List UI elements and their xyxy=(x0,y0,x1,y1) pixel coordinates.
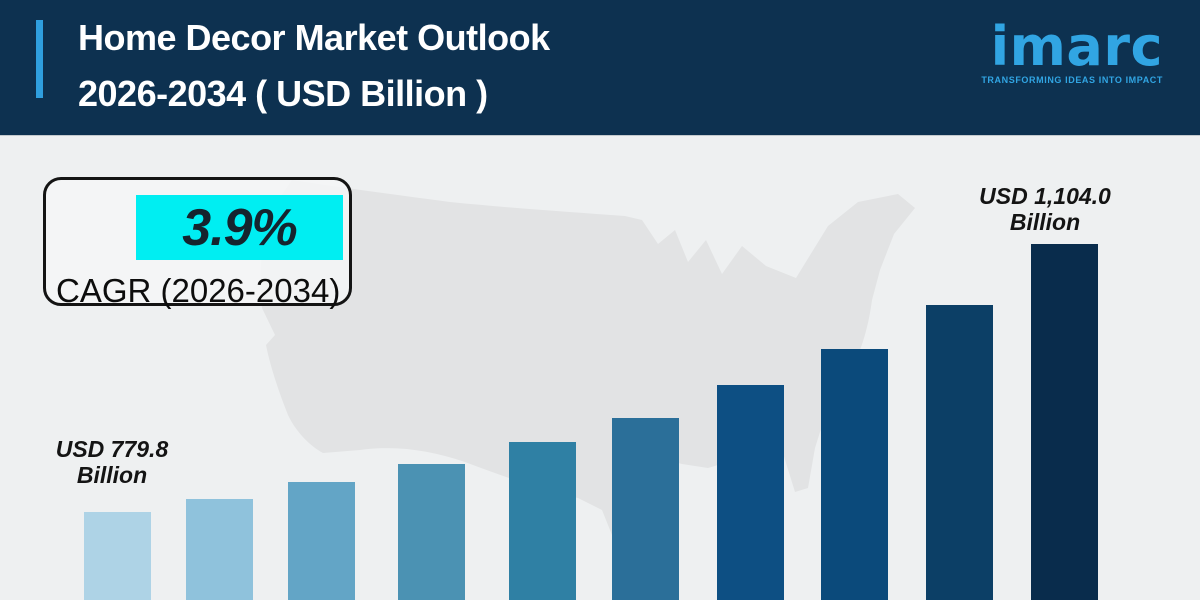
first-bar-value-label: USD 779.8 Billion xyxy=(55,436,169,488)
page-title-line1: Home Decor Market Outlook xyxy=(78,17,550,58)
usa-map-shape xyxy=(260,180,915,575)
title-accent-bar xyxy=(36,20,43,98)
imarc-logo-text: imarc xyxy=(990,15,1163,78)
cagr-label: CAGR (2026-2034) xyxy=(56,272,341,309)
page-title-line2: 2026-2034 ( USD Billion ) xyxy=(78,73,488,114)
header: Home Decor Market Outlook 2026-2034 ( US… xyxy=(0,0,1200,136)
imarc-logo: imarc TRANSFORMING IDEAS INTO IMPACT xyxy=(981,15,1163,86)
cagr-box: 3.9% CAGR (2026-2034) xyxy=(43,177,352,309)
cagr-value: 3.9% xyxy=(182,198,298,257)
chart-bar-2030 xyxy=(612,418,679,600)
chart-bar-2031 xyxy=(717,385,784,600)
chart-bar-2025 xyxy=(84,512,151,600)
usa-map xyxy=(260,180,915,575)
imarc-logo-tagline: TRANSFORMING IDEAS INTO IMPACT xyxy=(981,75,1163,85)
chart-bar-2027 xyxy=(288,482,355,600)
chart-bar-2026 xyxy=(186,499,253,600)
chart-bar-2032 xyxy=(821,349,888,600)
cagr-highlight: 3.9% xyxy=(136,195,343,260)
chart-bar-2029 xyxy=(509,442,576,600)
chart-bar-2034 xyxy=(1031,244,1098,600)
page-title: Home Decor Market Outlook 2026-2034 ( US… xyxy=(78,10,550,122)
chart-bar-2033 xyxy=(926,305,993,600)
chart-bar-2028 xyxy=(398,464,465,600)
last-bar-value-label: USD 1,104.0 Billion xyxy=(979,183,1111,235)
